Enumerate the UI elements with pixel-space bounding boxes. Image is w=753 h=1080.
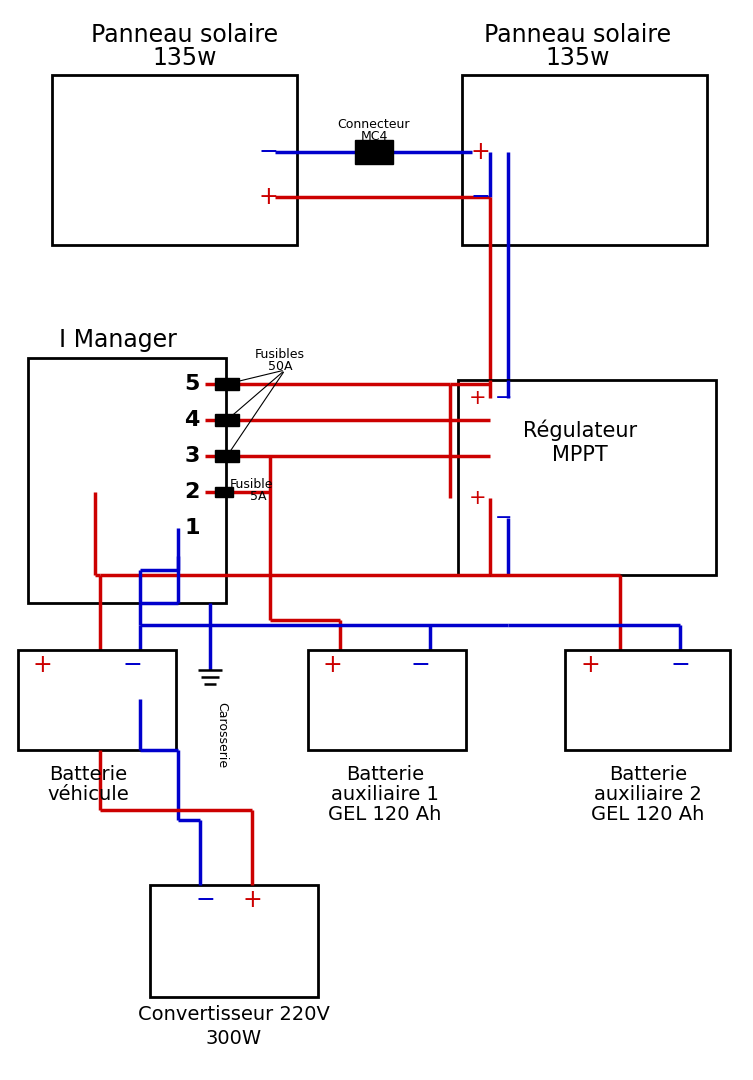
Text: 135w: 135w — [153, 46, 218, 70]
Text: +: + — [32, 653, 52, 677]
Text: Régulateur: Régulateur — [523, 419, 637, 441]
Bar — [355, 140, 393, 164]
Text: MC4: MC4 — [361, 131, 388, 144]
Text: Panneau solaire: Panneau solaire — [484, 23, 672, 48]
Text: GEL 120 Ah: GEL 120 Ah — [591, 806, 705, 824]
Text: Batterie: Batterie — [609, 766, 687, 784]
Text: 300W: 300W — [206, 1028, 262, 1048]
Text: Convertisseur 220V: Convertisseur 220V — [138, 1005, 330, 1025]
Text: 1: 1 — [184, 518, 200, 538]
Text: +: + — [242, 888, 262, 912]
Text: Batterie: Batterie — [49, 766, 127, 784]
Text: +: + — [470, 140, 490, 164]
Text: −: − — [410, 653, 430, 677]
Text: +: + — [258, 185, 278, 210]
Bar — [215, 378, 239, 390]
Text: −: − — [122, 653, 142, 677]
Text: −: − — [670, 653, 690, 677]
Text: I Manager: I Manager — [59, 328, 177, 352]
Bar — [565, 650, 730, 750]
Bar — [458, 380, 716, 575]
Text: Fusible: Fusible — [230, 477, 274, 490]
Bar — [215, 487, 233, 497]
Bar — [52, 75, 297, 245]
Text: Batterie: Batterie — [346, 766, 424, 784]
Text: −: − — [470, 185, 490, 210]
Bar — [308, 650, 466, 750]
Text: Panneau solaire: Panneau solaire — [91, 23, 279, 48]
Text: +: + — [469, 488, 486, 508]
Bar — [150, 885, 318, 997]
Text: 3: 3 — [184, 446, 200, 465]
Text: auxiliaire 2: auxiliaire 2 — [594, 785, 702, 805]
Text: GEL 120 Ah: GEL 120 Ah — [328, 806, 442, 824]
Bar — [462, 75, 707, 245]
Text: 4: 4 — [184, 410, 200, 430]
Bar — [28, 357, 226, 603]
Text: véhicule: véhicule — [47, 785, 129, 805]
Text: Connecteur: Connecteur — [338, 118, 410, 131]
Text: +: + — [322, 653, 342, 677]
Text: −: − — [495, 508, 513, 528]
Text: 5A: 5A — [250, 489, 267, 502]
Text: 135w: 135w — [546, 46, 610, 70]
Text: 5: 5 — [184, 374, 200, 394]
Bar — [18, 650, 176, 750]
Text: −: − — [495, 388, 513, 408]
Text: auxiliaire 1: auxiliaire 1 — [331, 785, 439, 805]
Text: −: − — [258, 140, 278, 164]
Bar — [215, 450, 239, 462]
Text: MPPT: MPPT — [552, 445, 608, 465]
Text: Carosserie: Carosserie — [215, 702, 228, 768]
Text: 2: 2 — [184, 482, 200, 502]
Text: +: + — [580, 653, 600, 677]
Text: +: + — [469, 388, 486, 408]
Text: 50A: 50A — [268, 360, 292, 373]
Text: Fusibles: Fusibles — [255, 348, 305, 361]
Text: −: − — [195, 888, 215, 912]
Bar — [215, 414, 239, 426]
